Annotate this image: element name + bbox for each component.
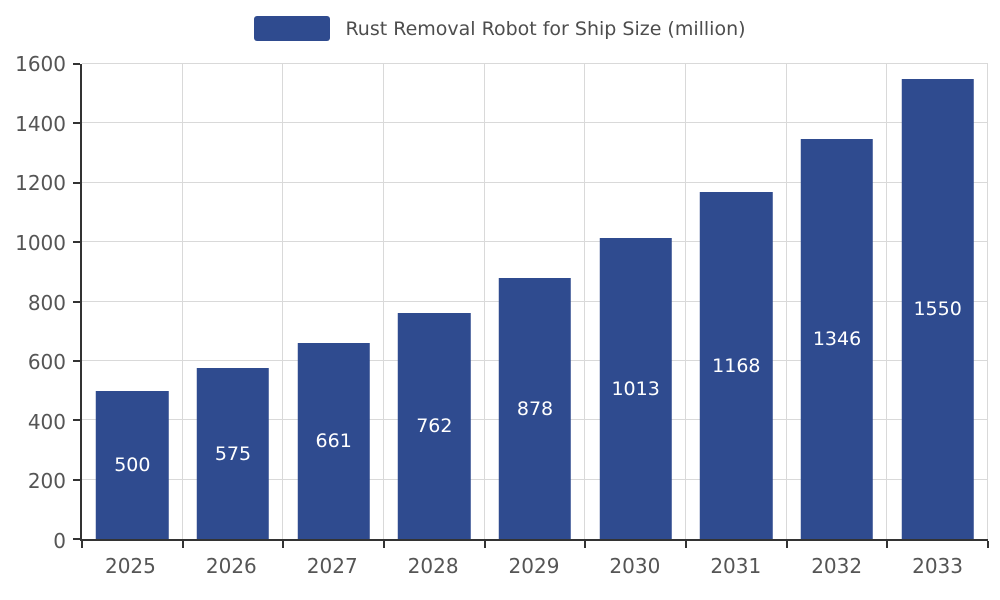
legend-color-swatch — [254, 16, 331, 41]
x-tick-label: 2030 — [609, 554, 661, 578]
x-axis: 2025 2026 2027 2028 2029 2030 2031 2032 2033 — [80, 556, 988, 588]
y-tick-label: 0 — [53, 529, 66, 553]
bar: 661 — [297, 342, 370, 539]
plot-area: 500 575 661 762 878 1013 1168 1346 1550 — [73, 63, 989, 548]
x-tick-label: 2026 — [205, 554, 257, 578]
x-tick-mark — [886, 541, 889, 548]
bar: 1550 — [901, 78, 974, 539]
x-tick-mark — [81, 541, 83, 548]
grid-line-vertical — [483, 64, 485, 539]
bar-value-label: 575 — [214, 442, 252, 465]
x-tick-label: 2031 — [710, 554, 762, 578]
grid-line-vertical — [181, 64, 183, 539]
x-tick-mark — [282, 541, 285, 548]
x-tick-mark — [181, 541, 184, 548]
grid-line-vertical — [382, 64, 384, 539]
bar: 1168 — [700, 192, 773, 539]
grid-line-vertical — [282, 64, 284, 539]
x-tick-label: 2028 — [407, 554, 459, 578]
y-tick-mark — [73, 538, 80, 540]
bar-value-label: 1346 — [812, 328, 862, 351]
grid-line-vertical — [987, 64, 988, 539]
bar-value-label: 1013 — [611, 377, 660, 400]
grid-line-vertical — [785, 64, 787, 539]
bar: 878 — [498, 278, 572, 539]
y-tick-label: 600 — [27, 350, 66, 375]
bar-value-label: 500 — [114, 453, 151, 476]
bar: 1013 — [599, 238, 672, 539]
y-tick-mark — [73, 359, 80, 362]
grid-line-horizontal — [82, 241, 988, 243]
bar: 1346 — [800, 139, 874, 539]
x-tick-mark — [785, 541, 788, 548]
x-tick-mark — [483, 541, 486, 548]
y-tick-label: 1200 — [15, 171, 66, 196]
bar-value-label: 1168 — [712, 354, 761, 377]
x-tick-mark — [987, 541, 989, 548]
y-tick-label: 400 — [27, 409, 66, 434]
x-tick-mark — [584, 541, 587, 548]
bar: 500 — [96, 390, 169, 539]
bar-value-label: 878 — [516, 397, 554, 420]
y-tick-mark — [73, 241, 80, 244]
bar-value-label: 762 — [416, 414, 453, 437]
y-axis: 0 200 400 600 800 1000 1200 1400 1600 — [0, 54, 66, 551]
y-tick-mark — [73, 300, 80, 303]
y-tick-mark — [73, 122, 80, 125]
legend-label: Rust Removal Robot for Ship Size (millio… — [345, 17, 746, 40]
x-tick-label: 2025 — [104, 554, 156, 578]
chart-legend[interactable]: Rust Removal Robot for Ship Size (millio… — [0, 16, 1000, 41]
y-tick-mark — [73, 478, 80, 481]
x-tick-label: 2033 — [912, 554, 963, 578]
y-tick-label: 1400 — [15, 111, 66, 136]
y-tick-label: 1000 — [15, 230, 66, 255]
x-tick-mark — [382, 541, 385, 548]
y-tick-label: 800 — [27, 290, 66, 315]
bar: 762 — [398, 312, 471, 539]
x-tick-label: 2027 — [306, 554, 358, 578]
y-tick-mark — [73, 63, 80, 65]
grid-line-horizontal — [82, 63, 988, 64]
y-tick-label: 1600 — [15, 52, 66, 76]
y-tick-mark — [73, 181, 80, 184]
bar-value-label: 661 — [315, 429, 352, 452]
grid-line-vertical — [886, 64, 888, 539]
y-tick-label: 200 — [27, 469, 66, 494]
x-tick-label: 2032 — [811, 554, 863, 578]
x-tick-mark — [684, 541, 687, 548]
bar: 575 — [196, 368, 270, 539]
grid-line-vertical — [584, 64, 586, 539]
grid-line-horizontal — [82, 122, 988, 124]
grid-line-vertical — [684, 64, 686, 539]
grid-line-horizontal — [82, 181, 988, 183]
bar-value-label: 1550 — [913, 297, 962, 320]
x-tick-label: 2029 — [508, 554, 560, 578]
y-tick-mark — [73, 419, 80, 422]
